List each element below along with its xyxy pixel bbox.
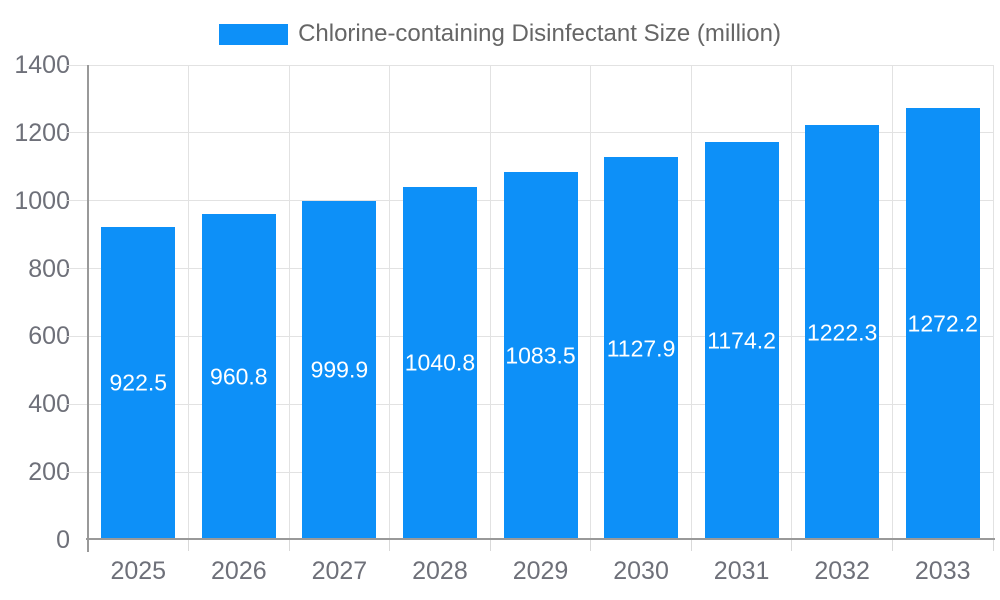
gridline-vertical — [690, 65, 692, 540]
y-axis-label: 0 — [56, 526, 70, 554]
x-axis-tick — [992, 540, 994, 551]
y-axis-line — [87, 65, 89, 552]
gridline-vertical — [791, 65, 793, 540]
x-axis-tick — [489, 540, 491, 551]
bar-value-label: 1040.8 — [404, 349, 476, 376]
x-axis-label: 2027 — [311, 557, 368, 585]
bar-value-label: 999.9 — [310, 356, 369, 383]
y-axis-label: 400 — [28, 390, 70, 419]
bar[interactable]: 1222.3 — [805, 125, 880, 540]
x-axis-tick — [590, 540, 592, 551]
gridline-horizontal — [66, 132, 993, 134]
bar[interactable]: 1272.2 — [905, 108, 980, 540]
gridline-vertical — [489, 65, 491, 540]
bar-value-label: 1127.9 — [606, 335, 676, 362]
bar-value-label: 1272.2 — [907, 310, 978, 337]
bar[interactable]: 999.9 — [302, 200, 377, 540]
y-axis-label: 1200 — [14, 118, 70, 147]
x-axis-tick — [389, 540, 391, 551]
x-axis-label: 2032 — [814, 557, 870, 585]
bar[interactable]: 922.5 — [101, 227, 176, 540]
x-axis-label: 2033 — [914, 557, 971, 585]
bar-value-label: 922.5 — [109, 369, 168, 396]
gridline-vertical — [188, 65, 190, 540]
y-axis-label: 600 — [28, 322, 70, 351]
gridline-vertical — [992, 65, 994, 540]
bar-value-label: 1174.2 — [707, 327, 776, 354]
bar[interactable]: 1040.8 — [402, 186, 477, 540]
y-axis-label: 200 — [28, 458, 70, 487]
gridline-horizontal — [66, 64, 993, 66]
gridline-vertical — [288, 65, 290, 540]
y-axis-label: 1000 — [14, 186, 70, 215]
x-axis-label: 2029 — [512, 557, 569, 585]
legend-swatch — [219, 23, 289, 45]
bar[interactable]: 960.8 — [201, 214, 276, 540]
x-axis-label: 2031 — [713, 557, 770, 585]
plot-area: 922.5 960.8 999.9 1040.8 1083.5 1127.9 1174.2 1… — [66, 64, 995, 552]
x-axis-tick — [188, 540, 190, 551]
x-axis-label: 2025 — [110, 557, 167, 585]
bar-value-label: 960.8 — [210, 363, 268, 390]
y-axis-label: 800 — [28, 254, 70, 283]
legend-label: Chlorine-containing Disinfectant Size (m… — [298, 20, 781, 47]
x-axis-label: 2028 — [412, 557, 468, 585]
x-axis-label: 2030 — [613, 557, 669, 585]
gridline-vertical — [590, 65, 592, 540]
bar-value-label: 1222.3 — [806, 319, 878, 346]
bar-value-label: 1083.5 — [505, 342, 576, 369]
x-axis-label: 2026 — [211, 557, 267, 585]
bar[interactable]: 1174.2 — [704, 141, 779, 540]
x-axis-tick — [690, 540, 692, 551]
bar[interactable]: 1083.5 — [503, 172, 578, 540]
gridline-vertical — [891, 65, 893, 540]
x-axis-tick — [791, 540, 793, 551]
x-axis-tick — [288, 540, 290, 551]
x-axis-line — [86, 538, 995, 540]
x-axis-tick — [891, 540, 893, 551]
gridline-vertical — [389, 65, 391, 540]
bar[interactable]: 1127.9 — [604, 157, 679, 540]
chart-legend[interactable]: Chlorine-containing Disinfectant Size (m… — [0, 20, 1000, 48]
y-axis-label: 1400 — [14, 51, 70, 79]
